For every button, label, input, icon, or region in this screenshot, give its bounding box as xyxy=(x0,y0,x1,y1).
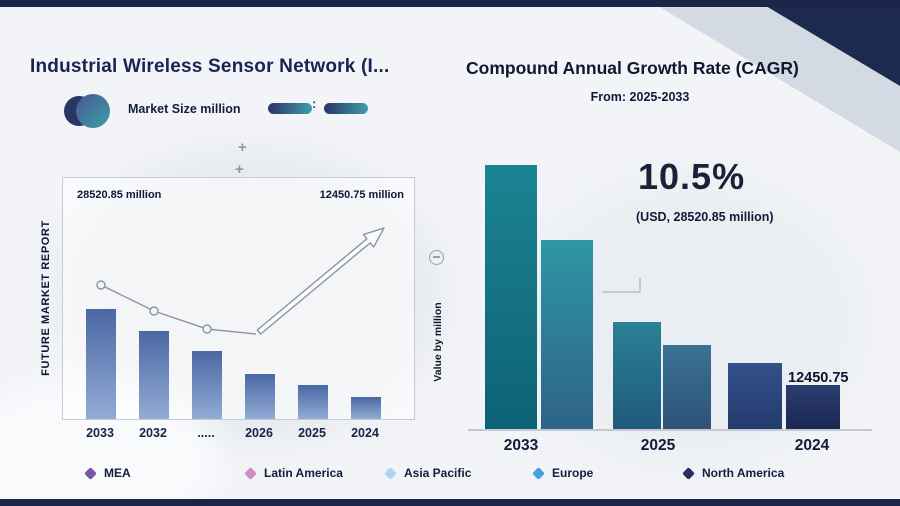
cagr-bar-2024-secondary xyxy=(786,385,840,430)
left-chart-side-label: FUTURE MARKET REPORT xyxy=(40,220,52,376)
left-x-label: 2025 xyxy=(298,426,326,440)
market-size-icon-front xyxy=(76,94,110,128)
value-annotation-2024: 12450.75 xyxy=(788,370,849,386)
legend-item-latin-america: Latin America xyxy=(244,466,343,480)
right-chart-baseline xyxy=(468,429,872,431)
gradient-pill-icon xyxy=(324,103,368,114)
gradient-pill-icon xyxy=(268,103,312,114)
legend-label: Asia Pacific xyxy=(404,466,472,480)
plus-mark: + xyxy=(238,139,247,156)
cagr-value: 10.5% xyxy=(638,156,746,197)
right-x-label: 2025 xyxy=(640,437,676,454)
top-border-strip xyxy=(0,0,900,7)
legend-label: North America xyxy=(702,466,785,480)
left-x-label: 2032 xyxy=(139,426,167,440)
left-chart-min-value: 12450.75 million xyxy=(319,189,404,201)
legend-item-north-america: North America xyxy=(682,466,785,480)
right-x-label: 2033 xyxy=(503,437,539,454)
cagr-note: (USD, 28520.85 million) xyxy=(636,210,774,224)
legend-bullet-icon xyxy=(682,466,695,480)
cagr-bar-2024-primary xyxy=(728,363,782,430)
market-size-icon xyxy=(64,94,118,128)
cagr-bar-2033-secondary xyxy=(541,240,593,430)
bottom-border-strip xyxy=(0,499,900,506)
step-line-icon xyxy=(602,278,641,293)
cagr-bar-2025-primary xyxy=(613,322,661,430)
left-x-label: 2033 xyxy=(86,426,114,440)
trend-line-and-arrow-icon xyxy=(96,227,385,335)
bar-2032 xyxy=(139,331,169,419)
bar-2025 xyxy=(298,385,328,419)
legend-item-mea: MEA xyxy=(84,466,131,480)
right-chart-title: Compound Annual Growth Rate (CAGR) xyxy=(466,58,799,78)
left-x-label: ..... xyxy=(197,426,215,440)
pill-separator: : xyxy=(312,96,317,111)
bar-intermediate xyxy=(192,351,222,419)
legend-bullet-icon xyxy=(532,466,545,480)
cagr-bar-2025-secondary xyxy=(663,345,711,430)
legend-label: Latin America xyxy=(264,466,343,480)
bar-2026 xyxy=(245,374,275,419)
bar-2033 xyxy=(86,309,116,419)
legend-bullet-icon xyxy=(84,466,97,480)
legend-label: Europe xyxy=(552,466,594,480)
legend-bullet-icon xyxy=(384,466,397,480)
right-x-label: 2024 xyxy=(794,437,830,454)
legend-item-europe: Europe xyxy=(532,466,594,480)
market-size-legend-label: Market Size million xyxy=(128,102,241,116)
cagr-bar-2033-primary xyxy=(485,165,537,430)
left-chart-panel: 28520.85 million 12450.75 million xyxy=(62,177,415,420)
left-chart-title: Industrial Wireless Sensor Network (I... xyxy=(30,56,390,77)
minus-circle-icon xyxy=(429,250,444,265)
plus-mark: + xyxy=(235,161,244,178)
left-chart-max-value: 28520.85 million xyxy=(77,189,162,201)
right-chart-subtitle: From: 2025-2033 xyxy=(590,90,690,104)
legend-bullet-icon xyxy=(244,466,257,480)
legend-label: MEA xyxy=(104,466,131,480)
legend-item-asia-pacific: Asia Pacific xyxy=(384,466,472,480)
left-x-label: 2026 xyxy=(245,426,273,440)
left-x-label: 2024 xyxy=(351,426,379,440)
right-chart-y-label: Value by million xyxy=(432,302,444,382)
bar-2024 xyxy=(351,397,381,419)
